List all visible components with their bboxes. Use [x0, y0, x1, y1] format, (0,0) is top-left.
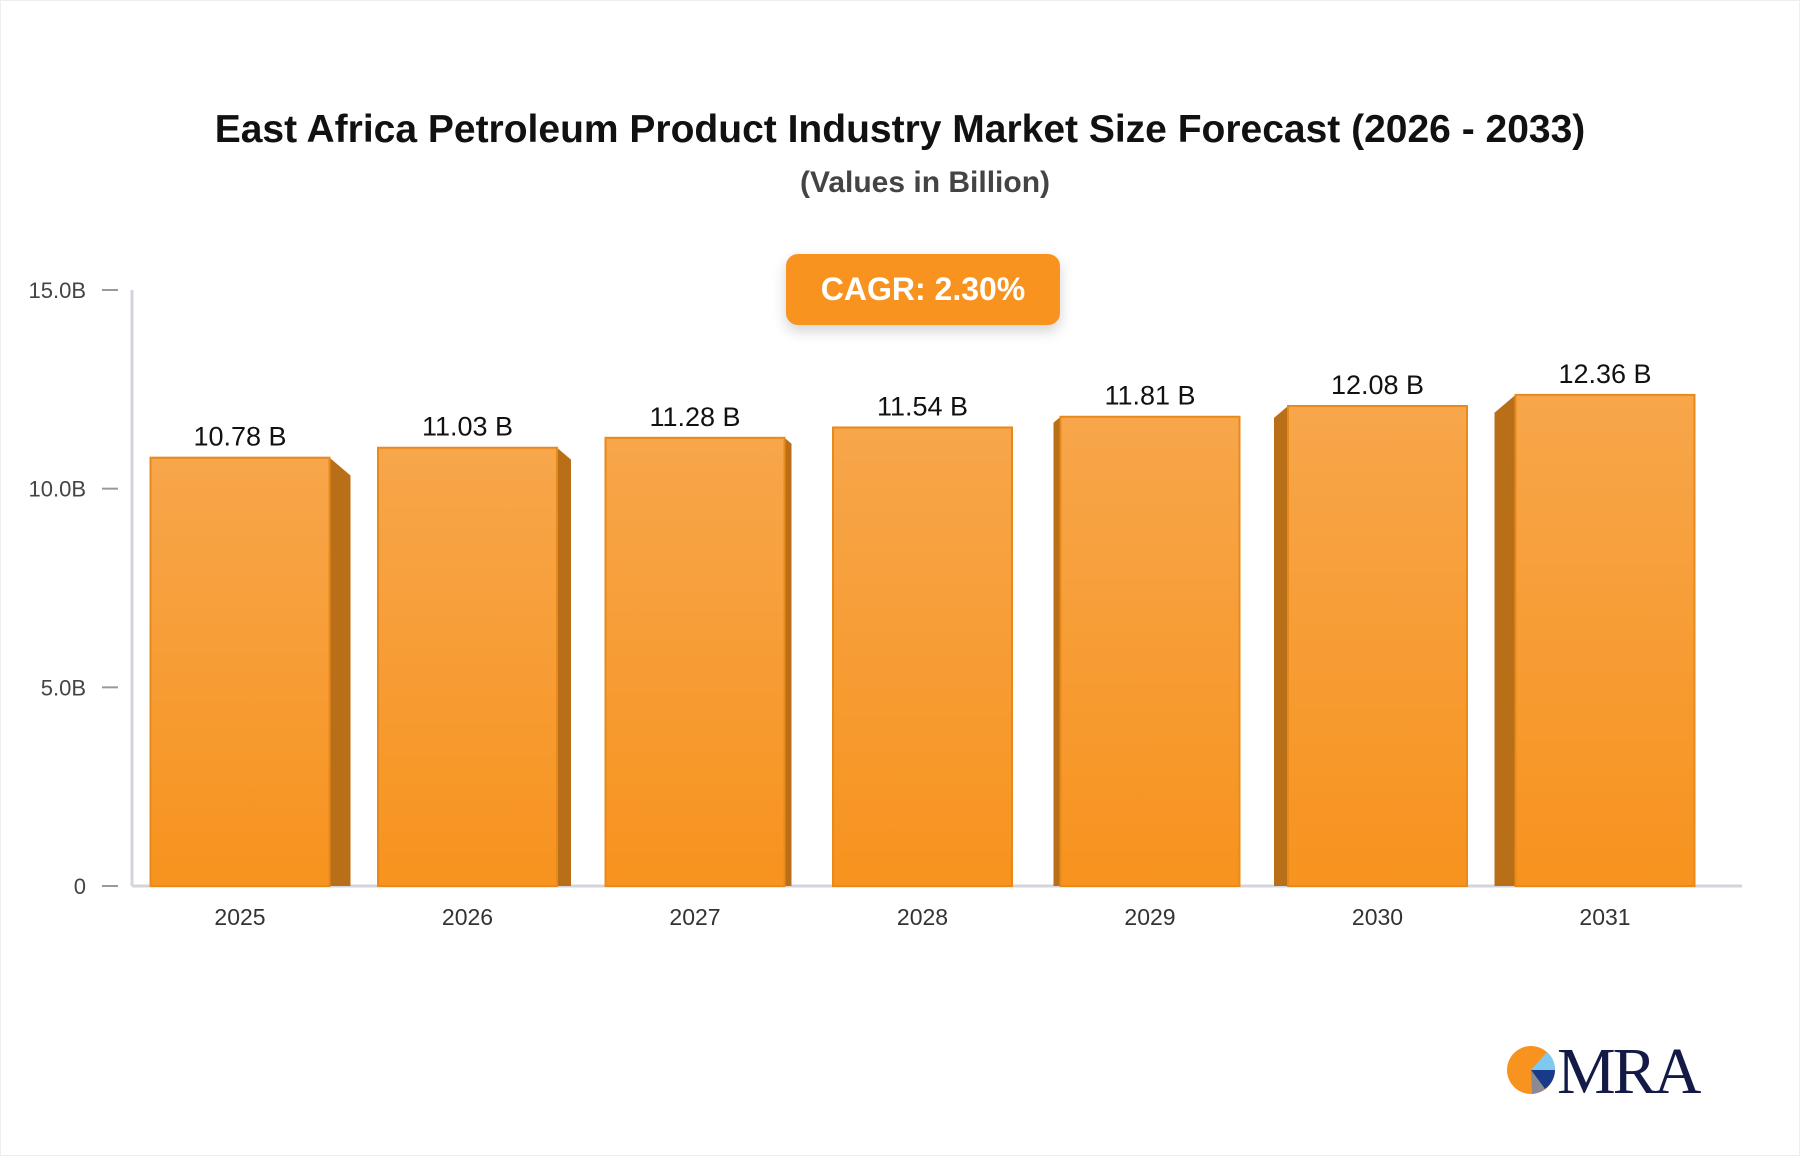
x-tick-label: 2026 — [442, 904, 493, 930]
y-tick-label: 10.0B — [29, 477, 87, 502]
bar-2027 — [604, 436, 786, 887]
data-label: 11.28 B — [649, 402, 740, 432]
y-tick-label: 0 — [74, 874, 86, 899]
pie-logo-icon — [1507, 1046, 1556, 1094]
mra-logo: MRA — [1505, 1035, 1701, 1108]
cagr-badge: CAGR: 2.30% — [786, 254, 1060, 325]
y-tick-label: 5.0B — [41, 675, 86, 700]
data-label: 11.54 B — [877, 391, 968, 421]
data-label: 10.78 B — [193, 422, 286, 452]
chart-subtitle: (Values in Billion) — [799, 166, 1051, 199]
bar-side — [1274, 406, 1288, 886]
bar-side — [557, 447, 571, 886]
data-label: 11.03 B — [422, 412, 513, 442]
x-tick-label: 2025 — [214, 904, 265, 930]
logo-text: MRA — [1557, 1035, 1701, 1108]
bar-2031 — [1514, 393, 1696, 887]
bar-side — [1053, 416, 1061, 886]
x-tick-label: 2030 — [1352, 904, 1403, 930]
chart-title: East Africa Petroleum Product Industry M… — [214, 108, 1586, 151]
bar-side — [784, 437, 792, 886]
x-tick-label: 2029 — [1124, 904, 1175, 930]
y-tick-label: 15.0B — [29, 278, 87, 303]
bar-2028 — [832, 426, 1013, 887]
bar-2029 — [1059, 415, 1241, 887]
bar-2026 — [377, 446, 558, 887]
data-label: 11.81 B — [1104, 381, 1195, 411]
x-tick-label: 2031 — [1579, 904, 1630, 930]
bar-2030 — [1287, 405, 1468, 887]
data-label: 12.08 B — [1331, 370, 1424, 400]
x-tick-label: 2028 — [897, 904, 948, 930]
bar-side — [329, 457, 351, 886]
bar-side — [1494, 394, 1516, 886]
x-tick-label: 2027 — [669, 904, 720, 930]
bar-2025 — [149, 456, 331, 887]
data-label: 12.36 B — [1558, 359, 1651, 389]
